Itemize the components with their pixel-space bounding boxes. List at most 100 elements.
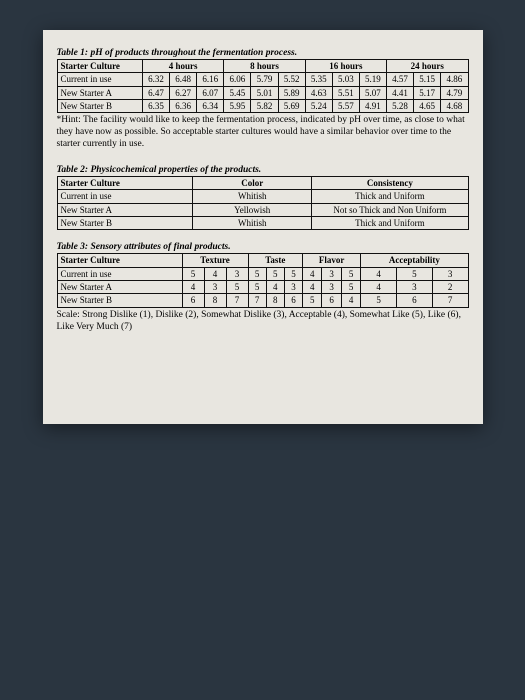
cell: 4 xyxy=(303,267,322,280)
cell: 5.51 xyxy=(332,86,359,99)
cell: 3 xyxy=(204,281,226,294)
table1-hint: *Hint: The facility would like to keep t… xyxy=(57,115,469,151)
cell: 5 xyxy=(226,281,248,294)
table3-col-starter: Starter Culture xyxy=(57,254,182,267)
table3: Starter Culture Texture Taste Flavor Acc… xyxy=(57,253,469,307)
table2-col0: Starter Culture xyxy=(57,177,193,190)
cell: 6.06 xyxy=(224,73,251,86)
cell: 5 xyxy=(266,267,284,280)
cell: 6 xyxy=(397,294,433,307)
cell: 6.32 xyxy=(143,73,170,86)
cell: 5.57 xyxy=(332,100,359,113)
cell: 3 xyxy=(397,281,433,294)
table2-col2: Consistency xyxy=(312,177,468,190)
cell: 4.91 xyxy=(359,100,386,113)
cell: 5.17 xyxy=(414,86,441,99)
cell: 4 xyxy=(266,281,284,294)
cell: 5.35 xyxy=(305,73,332,86)
table2: Starter Culture Color Consistency Curren… xyxy=(57,176,469,230)
table-row: New Starter A 6.476.276.07 5.455.015.89 … xyxy=(57,86,468,99)
table1-col-starter: Starter Culture xyxy=(57,60,143,73)
cell: 5 xyxy=(284,267,302,280)
cell: 5 xyxy=(248,281,266,294)
cell: 3 xyxy=(322,281,341,294)
cell: 3 xyxy=(322,267,341,280)
cell: 6.34 xyxy=(197,100,224,113)
cell: 4.57 xyxy=(386,73,413,86)
cell: 6.47 xyxy=(143,86,170,99)
cell: 4 xyxy=(303,281,322,294)
cell: 5.69 xyxy=(278,100,305,113)
cell: 5 xyxy=(303,294,322,307)
table-row: Current in use 543 555 435 453 xyxy=(57,267,468,280)
table1-col-4h: 4 hours xyxy=(143,60,224,73)
cell: Current in use xyxy=(57,190,193,203)
table3-col-taste: Taste xyxy=(248,254,302,267)
table1-caption: Table 1: pH of products throughout the f… xyxy=(57,48,469,58)
cell: 5 xyxy=(341,281,360,294)
cell: 4.65 xyxy=(414,100,441,113)
cell: 8 xyxy=(204,294,226,307)
table-row: Current in use 6.326.486.16 6.065.795.52… xyxy=(57,73,468,86)
cell: 6.07 xyxy=(197,86,224,99)
cell: 4.68 xyxy=(441,100,468,113)
cell: 5.01 xyxy=(251,86,278,99)
cell: 5 xyxy=(248,267,266,280)
table3-col-texture: Texture xyxy=(182,254,248,267)
cell: 4 xyxy=(182,281,204,294)
cell: 5.79 xyxy=(251,73,278,86)
cell: 4 xyxy=(204,267,226,280)
row-label: New Starter A xyxy=(57,86,143,99)
cell: 5.52 xyxy=(278,73,305,86)
table1-col-16h: 16 hours xyxy=(305,60,386,73)
cell: Thick and Uniform xyxy=(312,217,468,230)
cell: 8 xyxy=(266,294,284,307)
cell: 5.24 xyxy=(305,100,332,113)
cell: 5 xyxy=(361,294,397,307)
cell: 5.15 xyxy=(414,73,441,86)
cell: 5.28 xyxy=(386,100,413,113)
table3-col-acceptability: Acceptability xyxy=(361,254,468,267)
cell: 7 xyxy=(248,294,266,307)
cell: 7 xyxy=(432,294,468,307)
cell: 4 xyxy=(341,294,360,307)
cell: 5.07 xyxy=(359,86,386,99)
table1-header-row: Starter Culture 4 hours 8 hours 16 hours… xyxy=(57,60,468,73)
cell: 4.63 xyxy=(305,86,332,99)
table3-header-row: Starter Culture Texture Taste Flavor Acc… xyxy=(57,254,468,267)
cell: 5 xyxy=(182,267,204,280)
table1: Starter Culture 4 hours 8 hours 16 hours… xyxy=(57,59,469,113)
cell: New Starter A xyxy=(57,203,193,216)
table1-col-8h: 8 hours xyxy=(224,60,305,73)
document-page: Table 1: pH of products throughout the f… xyxy=(43,30,483,424)
row-label: Current in use xyxy=(57,73,143,86)
cell: Not so Thick and Non Uniform xyxy=(312,203,468,216)
cell: 4.79 xyxy=(441,86,468,99)
cell: New Starter B xyxy=(57,217,193,230)
cell: Yellowish xyxy=(193,203,312,216)
table-row: New Starter A Yellowish Not so Thick and… xyxy=(57,203,468,216)
cell: Whitish xyxy=(193,190,312,203)
cell: 5.45 xyxy=(224,86,251,99)
cell: 4 xyxy=(361,281,397,294)
cell: 6.48 xyxy=(170,73,197,86)
cell: 4.41 xyxy=(386,86,413,99)
cell: 5.95 xyxy=(224,100,251,113)
row-label: New Starter A xyxy=(57,281,182,294)
table-row: New Starter A 435 543 435 432 xyxy=(57,281,468,294)
row-label: Current in use xyxy=(57,267,182,280)
row-label: New Starter B xyxy=(57,294,182,307)
cell: Whitish xyxy=(193,217,312,230)
table3-col-flavor: Flavor xyxy=(303,254,361,267)
cell: 5 xyxy=(397,267,433,280)
table1-col-24h: 24 hours xyxy=(386,60,468,73)
cell: 5.03 xyxy=(332,73,359,86)
cell: 4 xyxy=(361,267,397,280)
cell: 5.82 xyxy=(251,100,278,113)
table-row: New Starter B 6.356.366.34 5.955.825.69 … xyxy=(57,100,468,113)
table-row: Current in use Whitish Thick and Uniform xyxy=(57,190,468,203)
row-label: New Starter B xyxy=(57,100,143,113)
cell: 7 xyxy=(226,294,248,307)
cell: 6 xyxy=(182,294,204,307)
table3-scale: Scale: Strong Dislike (1), Dislike (2), … xyxy=(57,310,469,334)
